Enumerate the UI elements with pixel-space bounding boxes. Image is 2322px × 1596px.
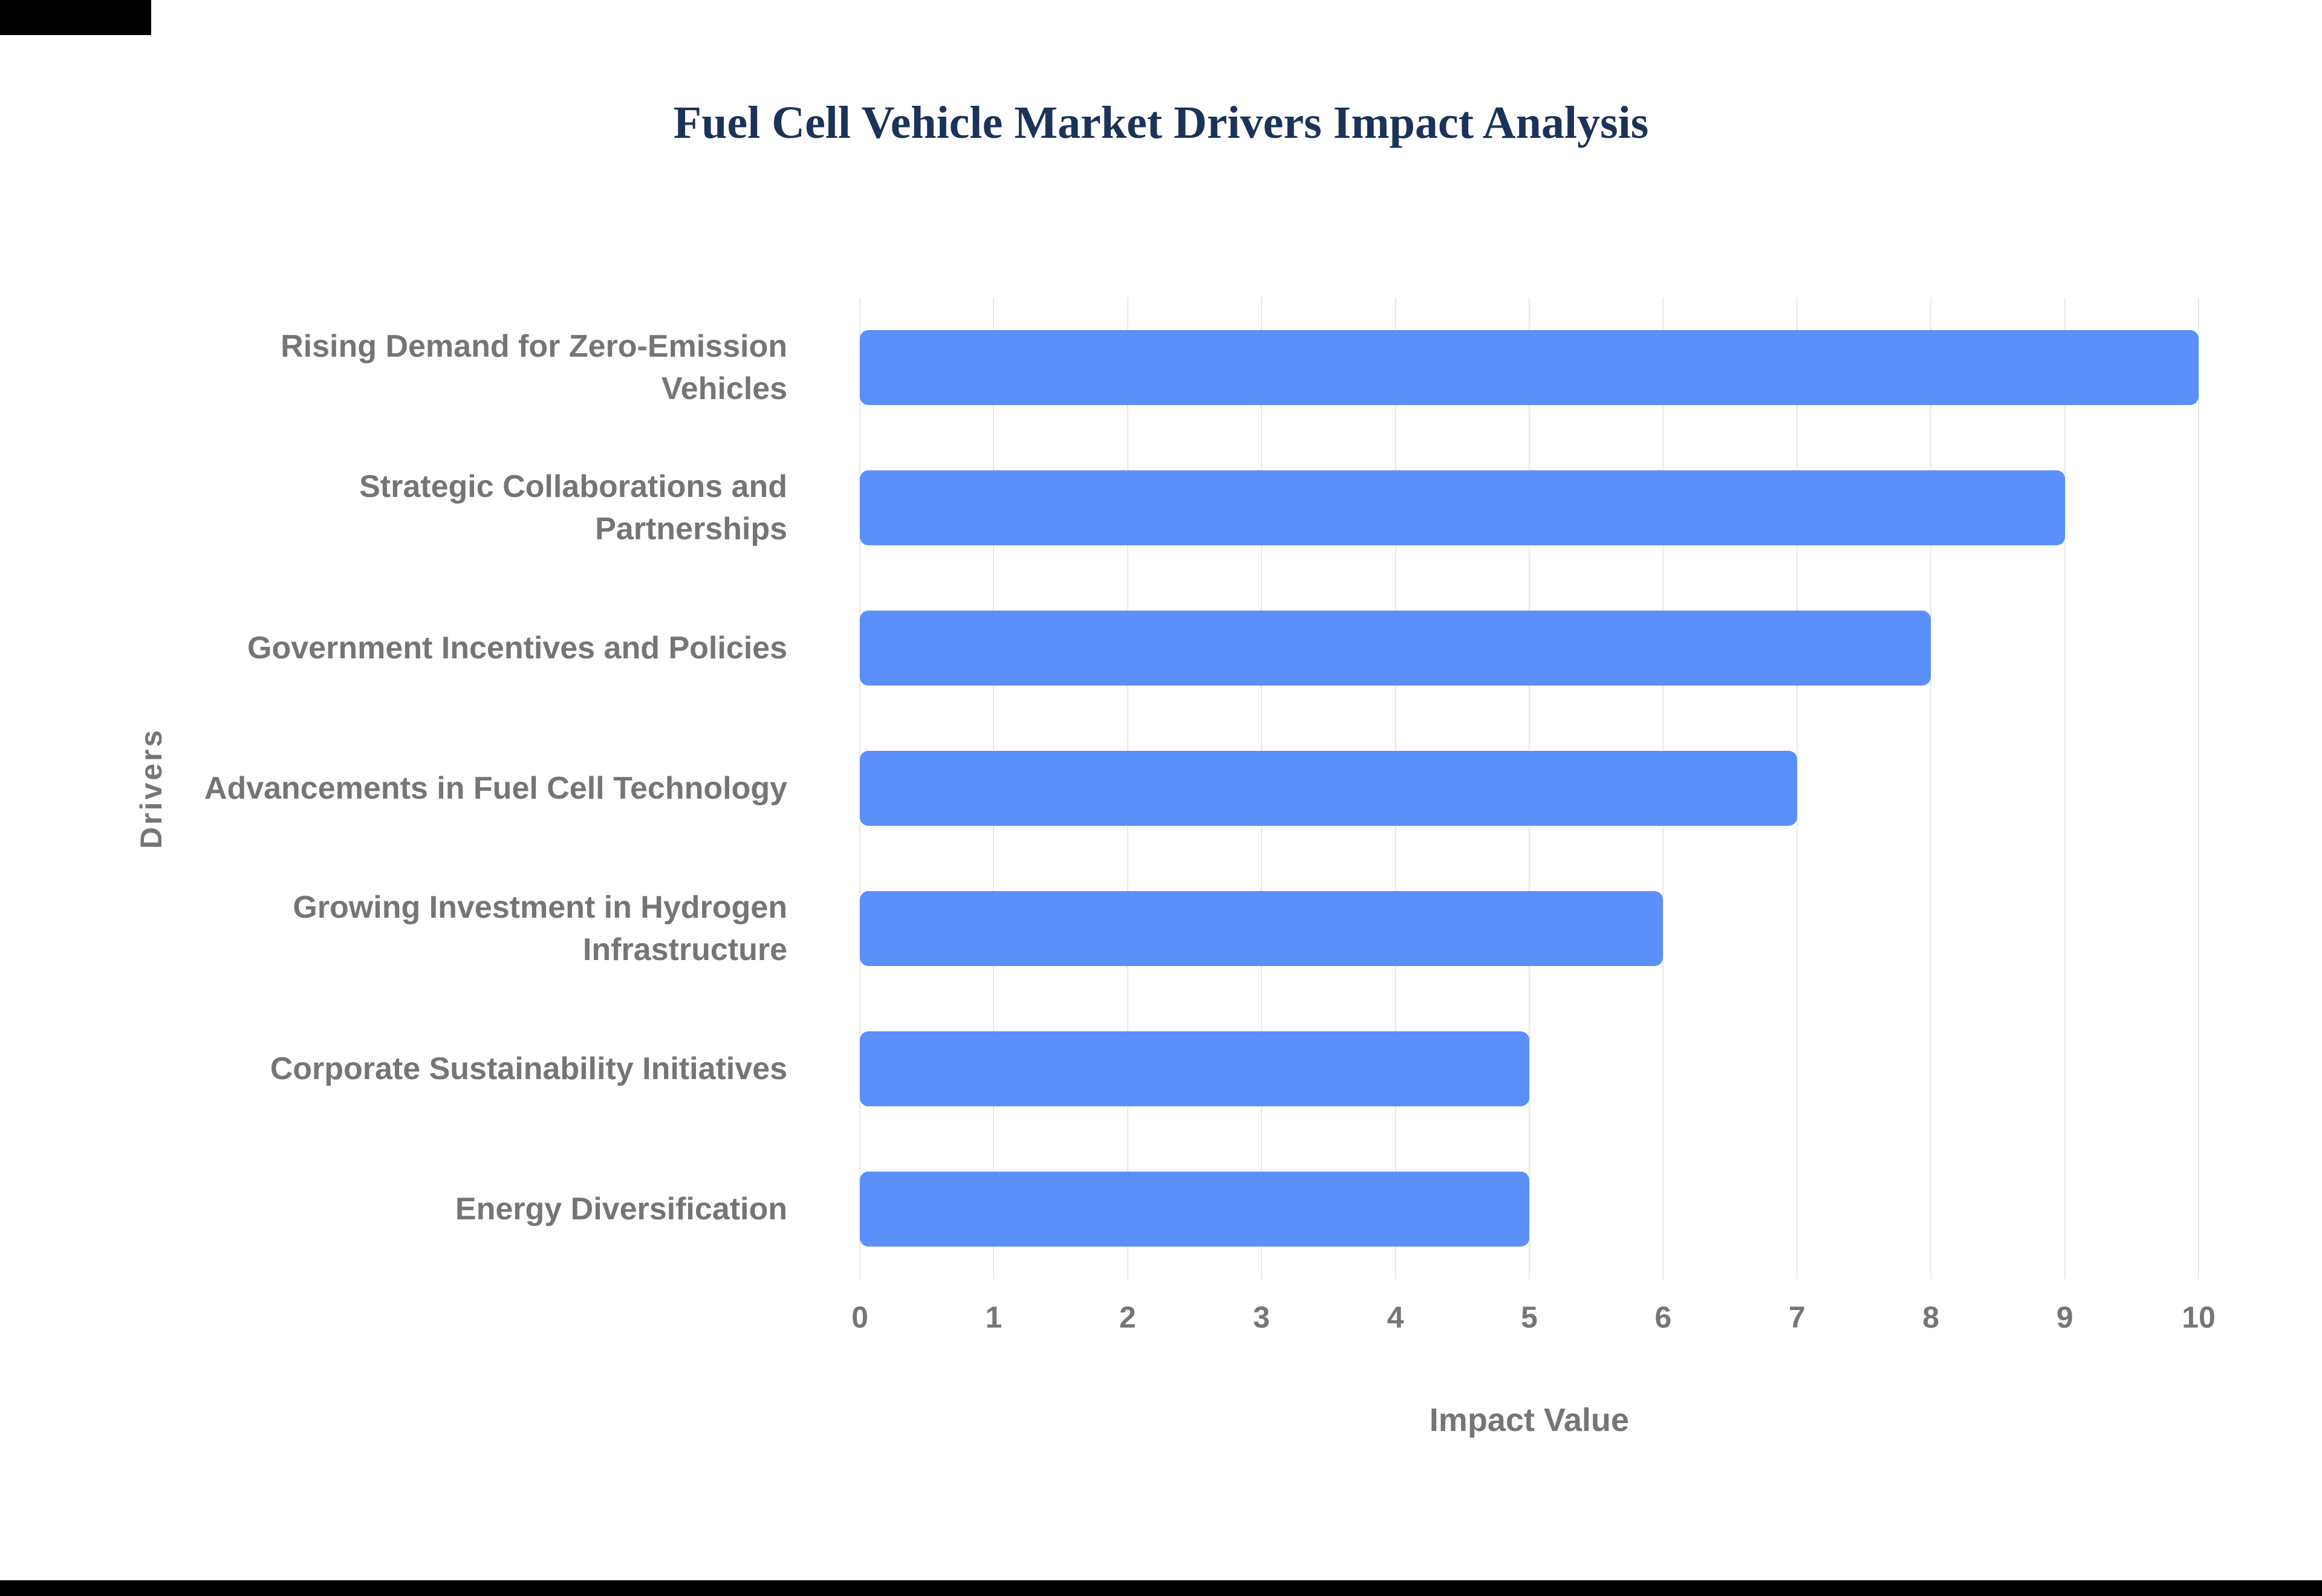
bar xyxy=(860,1172,1529,1247)
x-tick-label: 5 xyxy=(1521,1300,1538,1334)
x-axis-ticks: 0 1 2 3 4 5 6 7 8 9 10 xyxy=(851,1300,2216,1348)
chart-title: Fuel Cell Vehicle Market Drivers Impact … xyxy=(673,97,1649,148)
bar-row xyxy=(860,438,2199,578)
x-tick-label: 6 xyxy=(1654,1300,1672,1334)
category-label: Corporate Sustainability Initiatives xyxy=(270,1051,787,1086)
x-tick-label: 4 xyxy=(1387,1300,1404,1334)
bar-row xyxy=(860,297,2199,438)
bar xyxy=(860,611,1931,686)
x-tick-label: 9 xyxy=(2056,1300,2073,1334)
gridline xyxy=(2064,297,2066,1279)
x-tick-label: 1 xyxy=(985,1300,1003,1334)
category-label: Growing Investment in Hydrogen Infrastru… xyxy=(293,889,787,967)
gridline xyxy=(2198,297,2199,1279)
bar-row xyxy=(860,578,2199,718)
bar-row xyxy=(860,718,2199,858)
bar xyxy=(860,330,2199,405)
x-tick-label: 10 xyxy=(2182,1300,2216,1334)
plot-area xyxy=(859,297,2199,1279)
x-tick-label: 7 xyxy=(1788,1300,1806,1334)
category-label: Government Incentives and Policies xyxy=(247,630,787,666)
bar-row xyxy=(860,999,2199,1139)
bar xyxy=(860,1031,1529,1106)
category-label: Advancements in Fuel Cell Technology xyxy=(204,770,787,806)
x-axis-title: Impact Value xyxy=(1429,1402,1630,1438)
gridline xyxy=(1930,297,1932,1279)
category-label: Rising Demand for Zero-Emission Vehicles xyxy=(281,328,787,406)
bar xyxy=(860,891,1663,966)
bar-row xyxy=(860,858,2199,999)
x-tick-label: 3 xyxy=(1253,1300,1270,1334)
bar-row xyxy=(860,1139,2199,1279)
bar xyxy=(860,470,2065,545)
screen-artifact-top-left xyxy=(0,0,151,35)
bar xyxy=(860,751,1797,826)
x-tick-label: 0 xyxy=(851,1300,868,1334)
x-tick-label: 8 xyxy=(1922,1300,1940,1334)
x-tick-label: 2 xyxy=(1119,1300,1136,1334)
category-label: Strategic Collaborations and Partnership… xyxy=(359,469,787,547)
category-labels: Rising Demand for Zero-Emission Vehicles… xyxy=(0,297,824,1279)
screen-artifact-bottom-bar xyxy=(0,1580,2322,1596)
gridline xyxy=(1796,297,1798,1279)
category-label: Energy Diversification xyxy=(455,1191,787,1227)
